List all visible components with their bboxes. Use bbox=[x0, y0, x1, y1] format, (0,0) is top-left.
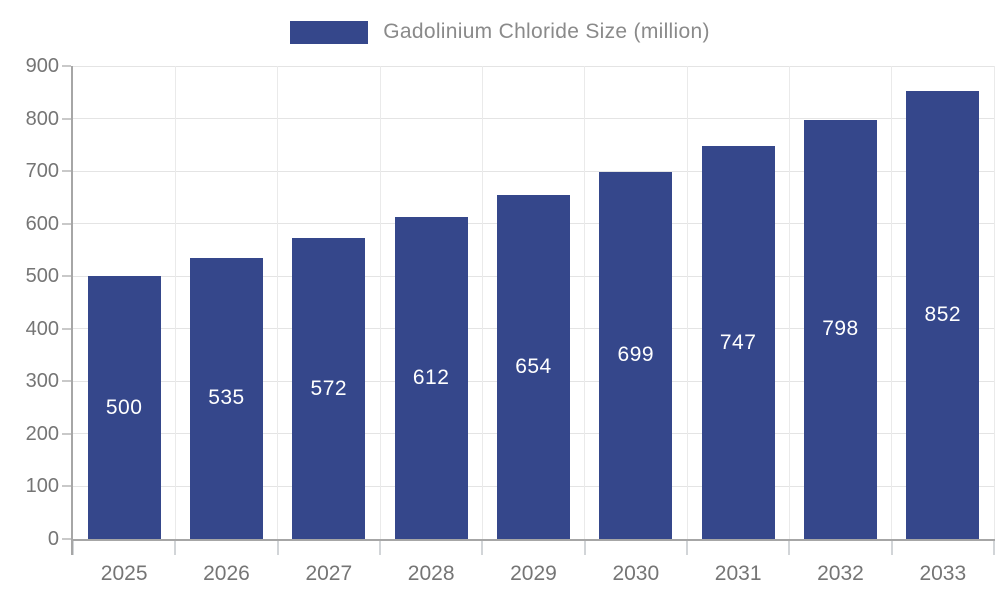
bar: 654 bbox=[496, 195, 571, 539]
x-axis-tick bbox=[686, 539, 688, 555]
y-axis-tick-label: 100 bbox=[25, 475, 59, 498]
x-axis-tick bbox=[72, 539, 74, 555]
x-axis-tick bbox=[583, 539, 586, 555]
x-gridline bbox=[379, 66, 381, 539]
y-gridline bbox=[73, 118, 994, 120]
x-axis-category-label: 2025 bbox=[100, 562, 148, 585]
x-axis-category-label: 2032 bbox=[817, 562, 864, 585]
bar-value-label: 500 bbox=[105, 395, 143, 419]
x-axis-tick bbox=[993, 539, 995, 555]
x-gridline bbox=[788, 66, 790, 539]
x-gridline bbox=[481, 66, 483, 539]
y-axis-tick bbox=[62, 432, 71, 435]
y-axis-tick bbox=[62, 538, 71, 540]
y-axis-tick bbox=[62, 65, 71, 67]
x-axis-category-label: 2028 bbox=[407, 562, 455, 585]
x-axis-category-label: 2026 bbox=[203, 562, 250, 585]
x-axis-category-label: 2031 bbox=[714, 562, 762, 585]
x-axis-tick bbox=[276, 539, 279, 555]
y-axis-tick bbox=[62, 380, 71, 383]
y-axis-tick bbox=[62, 275, 71, 278]
y-axis-tick-label: 900 bbox=[25, 55, 59, 77]
legend-label: Gadolinium Chloride Size (million) bbox=[383, 20, 710, 43]
legend: Gadolinium Chloride Size (million) bbox=[0, 20, 1000, 44]
legend-swatch bbox=[290, 20, 369, 44]
x-axis-tick bbox=[788, 539, 791, 555]
y-axis-tick-label: 600 bbox=[25, 212, 59, 235]
y-axis-tick bbox=[62, 327, 71, 330]
x-gridline bbox=[891, 66, 893, 539]
bar-value-label: 852 bbox=[924, 303, 962, 327]
x-axis-tick bbox=[481, 539, 484, 555]
bar: 747 bbox=[701, 146, 775, 539]
y-axis-tick-label: 0 bbox=[47, 528, 59, 550]
x-axis-category-label: 2029 bbox=[510, 562, 557, 585]
x-axis-category-label: 2033 bbox=[919, 562, 967, 585]
bar: 699 bbox=[599, 171, 673, 539]
y-axis-tick bbox=[62, 222, 71, 225]
y-axis-tick bbox=[62, 170, 71, 173]
y-axis-tick bbox=[62, 117, 71, 120]
x-gridline bbox=[277, 66, 279, 539]
bar-value-label: 798 bbox=[822, 317, 859, 341]
x-axis-tick bbox=[379, 539, 381, 555]
y-axis-tick-label: 500 bbox=[25, 265, 59, 288]
x-axis-tick bbox=[174, 539, 177, 555]
bar-value-label: 654 bbox=[515, 355, 552, 379]
y-axis-tick-label: 700 bbox=[25, 160, 59, 183]
y-axis-tick-label: 300 bbox=[25, 370, 59, 393]
x-gridline bbox=[584, 66, 586, 539]
bar-value-label: 747 bbox=[719, 330, 757, 354]
bar: 612 bbox=[394, 217, 468, 539]
x-gridline bbox=[686, 66, 688, 539]
y-axis-tick bbox=[62, 485, 71, 488]
bar: 500 bbox=[87, 276, 161, 539]
bar: 535 bbox=[189, 257, 264, 539]
y-axis-tick-label: 400 bbox=[25, 317, 59, 340]
bar-value-label: 535 bbox=[208, 386, 245, 410]
bar-value-label: 699 bbox=[617, 343, 655, 367]
x-gridline bbox=[174, 66, 176, 539]
y-axis-tick-label: 800 bbox=[25, 107, 59, 130]
bar: 798 bbox=[803, 119, 878, 539]
y-gridline bbox=[73, 65, 994, 67]
y-axis-line bbox=[71, 66, 73, 555]
x-axis-category-label: 2030 bbox=[612, 562, 660, 585]
x-axis-tick bbox=[890, 539, 893, 555]
y-gridline bbox=[73, 170, 994, 172]
bar: 572 bbox=[292, 238, 366, 539]
x-axis-category-label: 2027 bbox=[305, 562, 353, 585]
bar: 852 bbox=[906, 91, 980, 539]
bar-value-label: 612 bbox=[412, 366, 450, 390]
x-axis-line bbox=[71, 539, 995, 541]
x-gridline bbox=[993, 66, 995, 539]
y-axis-tick-label: 200 bbox=[25, 422, 59, 445]
bar-value-label: 572 bbox=[310, 376, 348, 400]
